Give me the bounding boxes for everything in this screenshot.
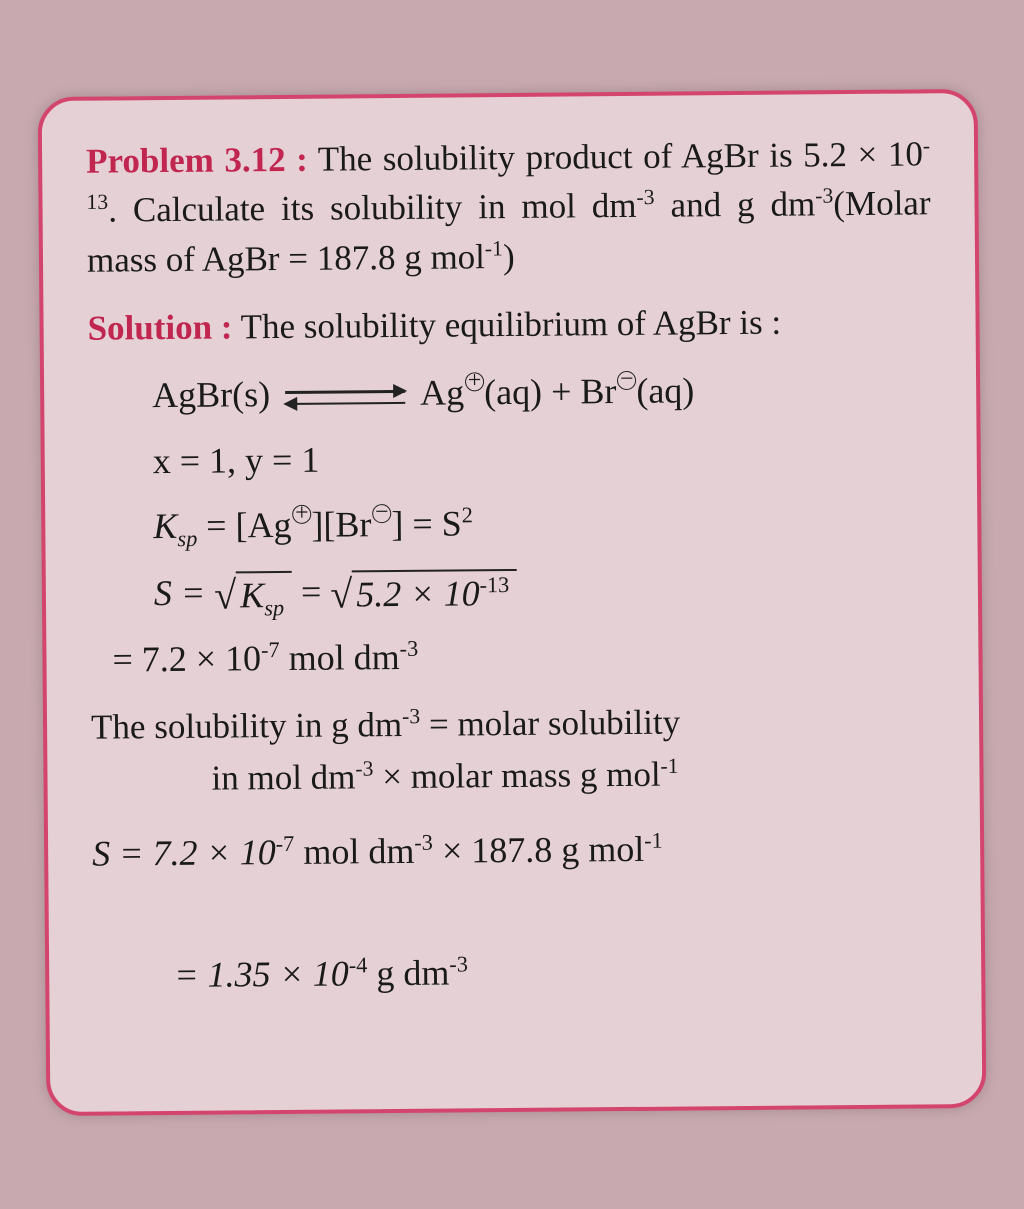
final-calc: S = 7.2 × 10-7 mol dm-3 × 187.8 g mol-1 … xyxy=(92,816,938,1068)
solution-label: Solution : xyxy=(87,307,232,347)
radical-icon: √ xyxy=(330,575,352,615)
radicand-K: K xyxy=(240,575,264,615)
conv-2a-exp: -3 xyxy=(355,756,373,780)
s-lhs: S = xyxy=(154,573,215,614)
rhs-anion: Br xyxy=(580,372,616,412)
final-a-exp: -7 xyxy=(276,830,295,855)
final-b: mol dm xyxy=(294,830,414,871)
radicand-exp: -13 xyxy=(479,572,509,597)
conv-2b: × molar mass g mol xyxy=(373,754,660,796)
final-b-exp: -3 xyxy=(414,829,433,854)
problem-label: Problem 3.12 : xyxy=(86,139,308,180)
mid-eq: = xyxy=(301,572,331,612)
radical-icon: √ xyxy=(214,576,236,616)
ksp-pow: 2 xyxy=(462,503,473,528)
circled-plus-icon xyxy=(292,505,311,524)
circled-plus-icon xyxy=(465,373,484,392)
solution-intro: Solution : The solubility equilibrium of… xyxy=(87,296,931,353)
conversion-text: The solubility in g dm-3 = molar solubil… xyxy=(91,694,936,805)
problem-card: Problem 3.12 : The solubility product of… xyxy=(38,89,987,1117)
xy-values: x = 1, y = 1 xyxy=(153,439,320,480)
conv-2b-exp: -1 xyxy=(660,754,678,778)
final-c-exp: -1 xyxy=(644,827,663,852)
equilibrium-equation: AgBr(s) Ag (aq) + Br (aq) xyxy=(152,360,932,426)
final-e: g dm xyxy=(367,953,449,994)
exp-3: -3 xyxy=(815,184,833,208)
s-result-unit: mol dm xyxy=(280,637,400,678)
plus-sign: + xyxy=(542,372,581,412)
solution-intro-text: The solubility equilibrium of AgBr is : xyxy=(232,302,781,346)
lhs-species: AgBr(s) xyxy=(152,375,270,416)
problem-text-1: The solubility product of AgBr is 5.2 × … xyxy=(308,134,923,178)
radicand-num: 5.2 × 10 xyxy=(356,573,480,614)
ksp-end: ] = S xyxy=(391,504,462,545)
s-result-exp: -7 xyxy=(261,637,280,662)
sqrt-ksp: √ Ksp xyxy=(214,571,292,623)
conv-line-1: The solubility in g dm-3 = molar solubil… xyxy=(91,694,935,753)
final-c: × 187.8 g mol xyxy=(433,828,645,870)
rhs-cation: Ag xyxy=(420,373,464,413)
xy-line: x = 1, y = 1 xyxy=(152,425,932,491)
final-line-2: = 1.35 × 10-4 g dm-3 xyxy=(92,877,938,1068)
final-d-exp: -4 xyxy=(349,952,368,977)
conv-1a-exp: -3 xyxy=(402,704,420,728)
exp-2: -3 xyxy=(636,185,654,209)
ksp-line: Ksp = [Ag ][Br ] = S2 xyxy=(153,491,934,559)
s-result-unit-exp: -3 xyxy=(400,635,419,660)
problem-text-5: ) xyxy=(503,237,515,276)
radicand-value: 5.2 × 10-13 xyxy=(352,569,517,617)
rhs-cation-phase: (aq) xyxy=(484,372,542,413)
conv-1b: = molar solubility xyxy=(420,703,680,744)
circled-minus-icon xyxy=(372,504,391,523)
exp-4: -1 xyxy=(485,236,503,260)
ksp-eq: = [Ag xyxy=(197,505,292,546)
final-line-1: S = 7.2 × 10-7 mol dm-3 × 187.8 g mol-1 xyxy=(92,816,937,885)
circled-minus-icon xyxy=(617,371,636,390)
s-result: = 7.2 × 10 xyxy=(112,638,261,679)
problem-statement: Problem 3.12 : The solubility product of… xyxy=(86,129,931,285)
final-d: = 1.35 × 10 xyxy=(147,953,349,995)
s-line: S = √ Ksp = √ 5.2 × 10-13 xyxy=(154,558,934,624)
rhs-anion-phase: (aq) xyxy=(636,371,694,412)
ksp-mid: ][Br xyxy=(311,504,371,545)
final-e-exp: -3 xyxy=(449,951,468,976)
s-result-line: = 7.2 × 10-7 mol dm-3 xyxy=(112,623,934,690)
ksp-K: K xyxy=(153,506,177,546)
ksp-sub: sp xyxy=(177,526,197,551)
equilibrium-arrow-icon xyxy=(285,383,405,412)
sqrt-value: √ 5.2 × 10-13 xyxy=(330,569,517,618)
conv-1a: The solubility in g dm xyxy=(91,705,402,747)
equation-block: AgBr(s) Ag (aq) + Br (aq) x = 1, y = 1 Ksp… xyxy=(88,360,935,690)
radicand-ksp: Ksp xyxy=(236,571,292,623)
radicand-sub: sp xyxy=(264,595,284,620)
conv-line-2: in mol dm-3 × molar mass g mol-1 xyxy=(91,746,935,805)
problem-text-2: . Calculate its solubility in mol dm xyxy=(108,186,637,230)
problem-text-3: and g dm xyxy=(654,185,815,225)
final-a: S = 7.2 × 10 xyxy=(92,832,276,874)
conv-2a: in mol dm xyxy=(211,757,355,797)
